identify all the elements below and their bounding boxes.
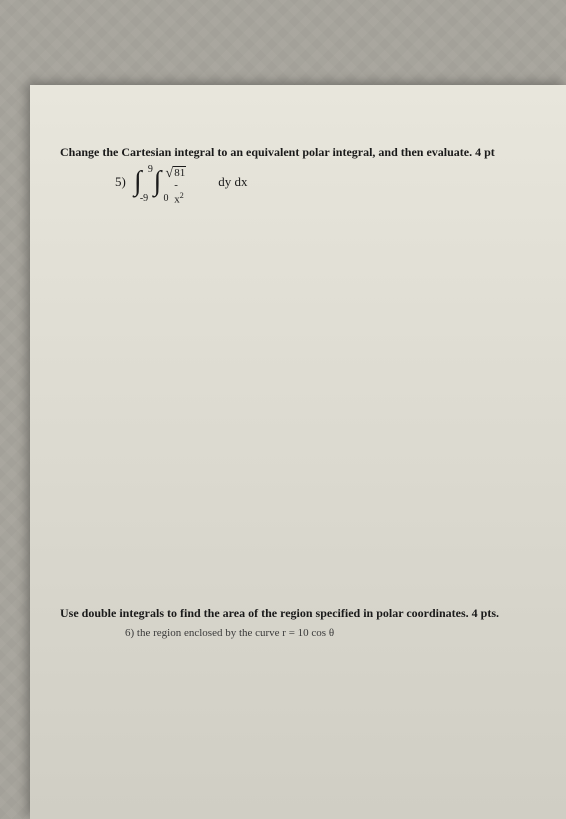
outer-integral: ∫ 9 -9 (134, 168, 142, 196)
sqrt-symbol: √ (166, 166, 174, 182)
integral-expression: ∫ 9 -9 ∫ √ 81 - x2 0 dy dx (134, 168, 248, 196)
section-2: Use double integrals to find the area of… (60, 606, 546, 639)
paper-sheet: Change the Cartesian integral to an equi… (30, 85, 566, 819)
sqrt-radicand: 81 - x2 (173, 166, 186, 206)
problem-6-number: 6) (125, 627, 134, 639)
sqrt-exponent: 2 (180, 191, 184, 200)
problem-5: 5) ∫ 9 -9 ∫ √ 81 - x2 0 (115, 168, 546, 196)
instruction-text-2: Use double integrals to find the area of… (60, 606, 546, 621)
problem-6-text: the region enclosed by the curve r = 10 … (137, 627, 334, 639)
inner-integral: ∫ √ 81 - x2 0 (154, 168, 162, 196)
instruction-text-1: Change the Cartesian integral to an equi… (60, 145, 546, 160)
problem-5-number: 5) (115, 174, 126, 190)
outer-upper-limit: 9 (148, 164, 153, 175)
differential: dy dx (218, 174, 247, 190)
sqrt-expression: √ 81 - x2 (166, 166, 187, 206)
inner-lower-limit: 0 (164, 193, 169, 204)
integral-sign-2: ∫ (154, 166, 162, 197)
problem-6: 6) the region enclosed by the curve r = … (125, 627, 546, 639)
outer-lower-limit: -9 (140, 193, 148, 204)
